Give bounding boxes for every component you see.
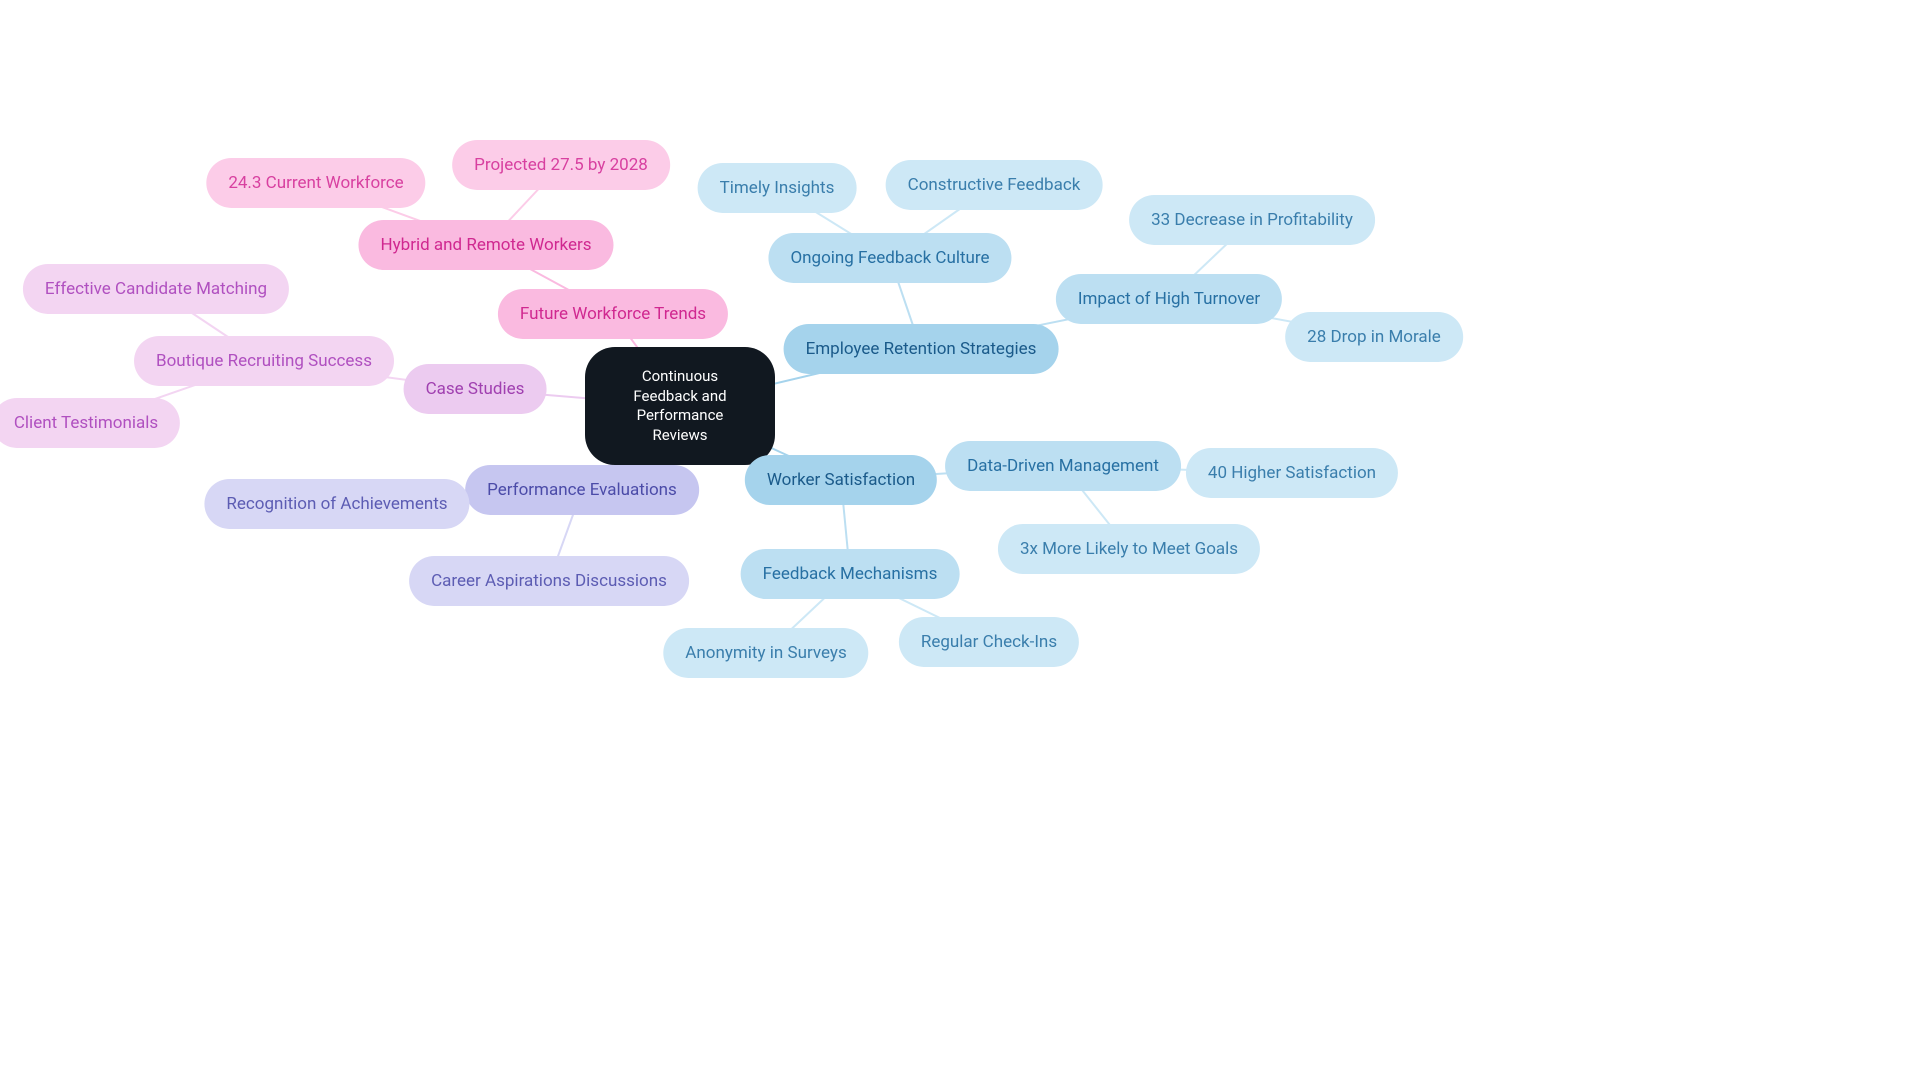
node-x3: 3x More Likely to Meet Goals (998, 524, 1260, 574)
node-ecm: Effective Candidate Matching (23, 264, 289, 314)
node-cs: Case Studies (404, 364, 547, 414)
node-roa: Recognition of Achievements (204, 479, 469, 529)
node-pe: Performance Evaluations (465, 465, 699, 515)
node-center: Continuous Feedback and Performance Revi… (585, 347, 775, 465)
node-ddm: Data-Driven Management (945, 441, 1181, 491)
node-iht: Impact of High Turnover (1056, 274, 1282, 324)
node-ofc: Ongoing Feedback Culture (768, 233, 1011, 283)
node-p27: Projected 27.5 by 2028 (452, 140, 670, 190)
node-fwt: Future Workforce Trends (498, 289, 728, 339)
node-ano: Anonymity in Surveys (663, 628, 868, 678)
node-ws: Worker Satisfaction (745, 455, 937, 505)
node-drop28: 28 Drop in Morale (1285, 312, 1463, 362)
node-cw24: 24.3 Current Workforce (206, 158, 425, 208)
node-ti: Timely Insights (698, 163, 857, 213)
node-cf: Constructive Feedback (886, 160, 1103, 210)
node-ers: Employee Retention Strategies (784, 324, 1059, 374)
node-ct: Client Testimonials (0, 398, 180, 448)
node-hrw: Hybrid and Remote Workers (358, 220, 613, 270)
node-rci: Regular Check-Ins (899, 617, 1079, 667)
node-fm: Feedback Mechanisms (741, 549, 960, 599)
node-dec33: 33 Decrease in Profitability (1129, 195, 1375, 245)
node-cad: Career Aspirations Discussions (409, 556, 689, 606)
node-hs40: 40 Higher Satisfaction (1186, 448, 1398, 498)
node-brs: Boutique Recruiting Success (134, 336, 394, 386)
